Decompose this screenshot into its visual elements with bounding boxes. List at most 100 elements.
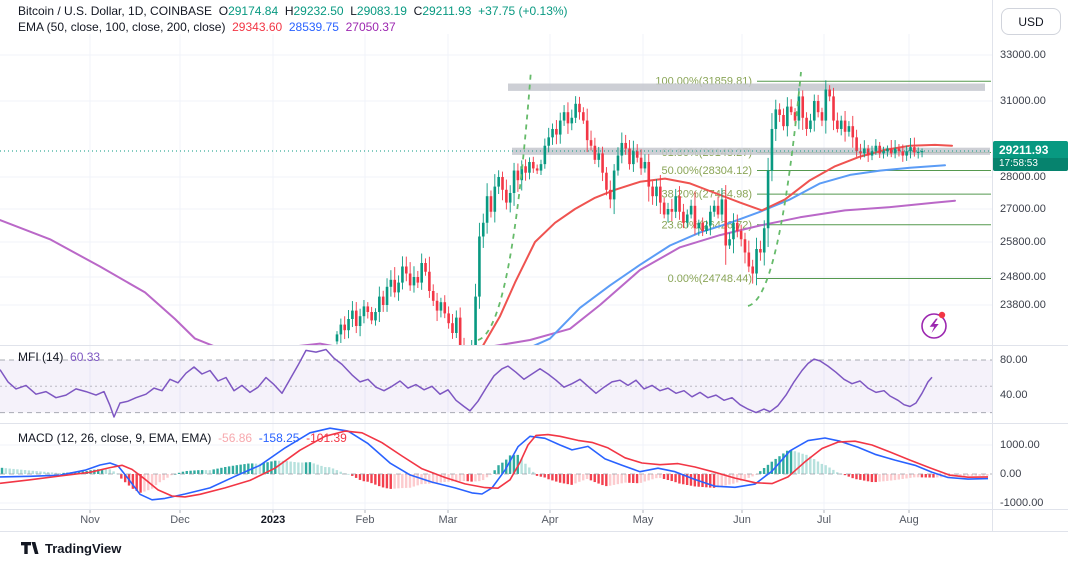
mfi-axis-label: 40.00 (1000, 389, 1028, 401)
macd-histogram-bar (712, 474, 716, 488)
macd-histogram-bar (785, 450, 789, 474)
price-zone-band[interactable] (508, 83, 985, 91)
macd-histogram-bar (886, 474, 889, 481)
macd-histogram-bar (889, 474, 893, 481)
trend-arc-drawing[interactable] (747, 71, 802, 307)
macd-histogram-bar (335, 470, 339, 474)
macd-histogram-bar (901, 474, 904, 479)
ema-legend-row[interactable]: EMA (50, close, 100, close, 200, close) … (18, 20, 396, 34)
time-axis-label-dec[interactable]: Dec (170, 514, 190, 526)
macd-histogram-bar (297, 462, 300, 474)
macd-histogram-bar (905, 474, 908, 479)
macd-histogram-bar (324, 467, 327, 474)
macd-histogram-bar (747, 474, 750, 478)
macd-histogram-bar (612, 474, 616, 485)
price-axis-label: 24800.00 (1000, 271, 1046, 283)
macd-histogram-bar (385, 474, 389, 489)
macd-histogram-bar (566, 474, 570, 485)
macd-legend-row[interactable]: MACD (12, 26, close, 9, EMA, EMA) -56.86… (18, 431, 347, 445)
price-axis[interactable] (992, 0, 1068, 531)
ema100-line[interactable] (528, 164, 946, 348)
ema100-value: 28539.75 (288, 20, 339, 34)
macd-label: MACD (12, 26, close, 9, EMA, EMA) (18, 431, 212, 445)
mfi-label: MFI (14) (18, 350, 64, 364)
high-label: H (284, 4, 294, 18)
macd-histogram-bar (620, 474, 623, 484)
time-axis-label-jun[interactable]: Jun (733, 514, 751, 526)
macd-histogram-bar (647, 474, 650, 481)
pane-divider[interactable] (0, 423, 1068, 424)
time-axis-divider (0, 509, 1068, 510)
macd-histogram-bar (204, 470, 208, 474)
macd-histogram-bar (959, 474, 962, 477)
macd-histogram-bar (327, 467, 331, 474)
tradingview-branding[interactable]: TradingView (20, 540, 121, 556)
ema200-value: 27050.37 (345, 20, 396, 34)
macd-histogram-bar (35, 471, 38, 474)
time-axis-label-may[interactable]: May (632, 514, 654, 526)
macd-histogram-bar (516, 454, 519, 474)
macd-histogram-bar (812, 459, 816, 474)
macd-histogram-bar (8, 468, 11, 474)
macd-histogram-bar (431, 474, 435, 484)
macd-histogram-bar (701, 474, 704, 488)
macd-histogram-bar (705, 474, 708, 488)
macd-histogram-bar (243, 464, 246, 474)
macd-histogram-bar (235, 465, 238, 474)
time-axis-label-jul[interactable]: Jul (816, 514, 832, 526)
macd-histogram-bar (824, 465, 827, 474)
time-axis-label-nov[interactable]: Nov (80, 514, 100, 526)
candlestick-series[interactable] (335, 80, 924, 377)
macd-histogram-bar (643, 474, 646, 482)
close-label: C (413, 4, 423, 18)
trend-arc-drawing[interactable] (477, 69, 532, 341)
macd-line-value: -158.25 (258, 431, 300, 445)
macd-histogram-bar (762, 467, 766, 474)
macd-histogram-bar (162, 474, 165, 481)
macd-histogram-bar (893, 474, 897, 481)
macd-histogram-bar (216, 468, 219, 474)
macd-histogram-bar (678, 474, 681, 484)
macd-histogram-bar (316, 464, 319, 474)
price-axis-label: 28000.00 (1000, 171, 1046, 183)
macd-histogram-bar (227, 466, 231, 474)
macd-line[interactable] (0, 427, 989, 501)
macd-histogram-bar (651, 474, 654, 480)
symbol-title: Bitcoin / U.S. Dollar, 1D, COINBASE (18, 4, 213, 18)
mfi-legend-row[interactable]: MFI (14) 60.33 (18, 350, 100, 364)
mfi-axis-label: 80.00 (1000, 354, 1028, 366)
currency-toggle-button[interactable]: USD (1001, 8, 1061, 35)
macd-histogram-bar (739, 474, 743, 481)
macd-histogram-bar (454, 474, 458, 482)
time-axis-label-apr[interactable]: Apr (541, 514, 559, 526)
time-axis-label-2023[interactable]: 2023 (260, 514, 286, 526)
low-label: L (350, 4, 357, 18)
mfi-line[interactable] (0, 348, 933, 418)
macd-histogram-bar (293, 461, 296, 474)
symbol-legend-row[interactable]: Bitcoin / U.S. Dollar, 1D, COINBASE O291… (18, 4, 568, 18)
macd-histogram-bar (535, 474, 539, 476)
pane-divider[interactable] (0, 345, 1068, 346)
macd-histogram-bar (520, 458, 523, 474)
macd-histogram-bar (635, 474, 639, 484)
time-axis-label-aug[interactable]: Aug (899, 514, 919, 526)
macd-histogram-bar (662, 474, 666, 479)
macd-histogram-bar (970, 474, 974, 476)
ema200-line[interactable] (0, 199, 956, 353)
macd-histogram-bar (404, 474, 408, 488)
macd-histogram-bar (20, 469, 23, 474)
macd-histogram-bar (862, 474, 866, 481)
macd-signal-line[interactable] (0, 430, 989, 498)
time-axis-label-feb[interactable]: Feb (355, 514, 375, 526)
macd-histogram-bar (920, 474, 924, 478)
macd-histogram-bar (778, 456, 781, 474)
macd-histogram-bar (428, 474, 431, 484)
macd-axis-label: 0.00 (1000, 468, 1022, 480)
price-zone-band[interactable] (512, 147, 990, 155)
macd-histogram-bar (974, 474, 977, 476)
macd-histogram-bar (470, 474, 473, 482)
macd-histogram-bar (543, 474, 546, 478)
time-axis-label-mar[interactable]: Mar (438, 514, 458, 526)
macd-histogram-bar (351, 474, 354, 476)
